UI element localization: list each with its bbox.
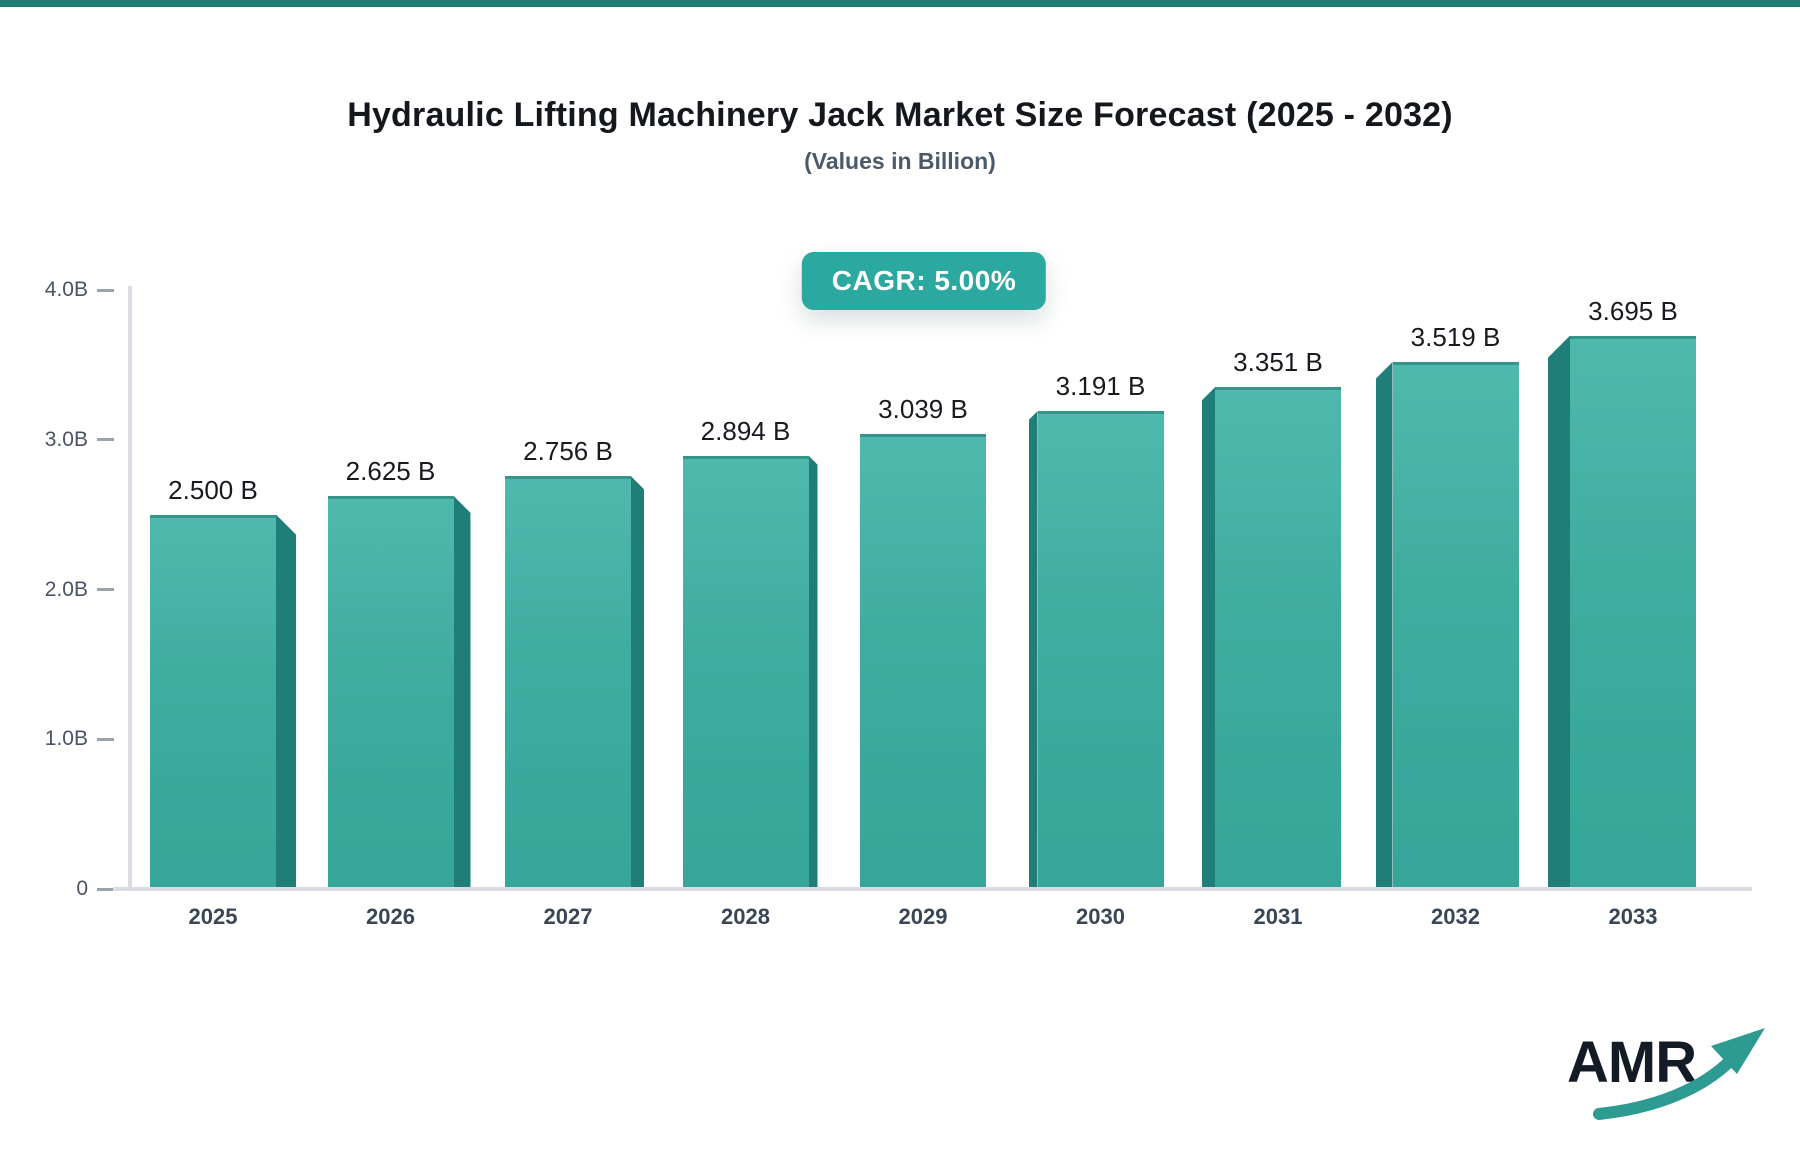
x-tick-label-2026: 2026 — [366, 904, 415, 929]
x-tick-label-2029: 2029 — [898, 904, 948, 929]
y-tick-label: 0 — [76, 877, 88, 900]
x-tick-label-2033: 2033 — [1608, 904, 1658, 929]
bar-side-panel — [631, 476, 644, 889]
y-tick-dash — [97, 438, 114, 442]
bar-side-panel — [276, 514, 296, 889]
chart-title: Hydraulic Lifting Machinery Jack Market … — [347, 96, 1453, 134]
cagr-badge: CAGR: 5.00% — [801, 252, 1047, 310]
chart-subtitle: (Values in Billion) — [804, 148, 996, 174]
bar-side-panel — [1202, 387, 1215, 889]
x-tick-label-2030: 2030 — [1076, 904, 1125, 929]
bar-value-label: 3.191 B — [1055, 371, 1146, 402]
x-tick-label-2025: 2025 — [188, 904, 238, 929]
bar-value-label: 3.519 B — [1410, 322, 1501, 353]
x-tick-label-2028: 2028 — [721, 904, 770, 929]
logo-text: AMR — [1567, 1030, 1696, 1095]
cagr-badge-label: CAGR: 5.00% — [831, 265, 1017, 296]
y-tick-dash — [97, 887, 114, 891]
x-tick-label-2027: 2027 — [543, 904, 593, 929]
y-tick-dash — [97, 588, 114, 591]
bar-value-label: 2.894 B — [700, 415, 791, 446]
y-tick-dash — [97, 288, 114, 292]
x-axis-line — [113, 887, 1752, 891]
y-tick-dash — [97, 737, 114, 741]
bar-2030 — [1037, 411, 1164, 889]
y-tick-label: 2.0B — [44, 577, 88, 601]
amr-logo: AMR — [1567, 1028, 1765, 1120]
x-tick-label-2032: 2032 — [1431, 904, 1480, 929]
y-tick-label: 1.0B — [44, 727, 88, 751]
bar-2026 — [327, 495, 454, 889]
bar-2032 — [1392, 362, 1519, 889]
logo-arrowhead-icon — [1711, 1028, 1765, 1074]
bar-2025 — [150, 514, 276, 889]
bar-side-panel — [1028, 411, 1038, 889]
bar-value-label: 2.756 B — [523, 436, 613, 467]
bar-value-label: 3.695 B — [1588, 295, 1678, 326]
bar-2033 — [1570, 335, 1696, 889]
bar-2031 — [1215, 387, 1341, 889]
y-axis-line — [128, 286, 132, 891]
bar-2028 — [682, 455, 809, 889]
x-tick-label-2031: 2031 — [1253, 904, 1303, 929]
bar-value-label: 3.039 B — [878, 393, 968, 424]
bar-value-label: 2.625 B — [345, 455, 436, 486]
top-accent-strip — [0, 0, 1800, 7]
bar-side-panel — [1375, 362, 1393, 889]
bar-value-label: 3.351 B — [1233, 347, 1323, 378]
bar-2029 — [860, 433, 986, 889]
y-tick-label: 4.0B — [44, 278, 88, 301]
y-tick-label: 3.0B — [44, 427, 88, 451]
bar-side-panel — [1548, 335, 1570, 889]
bar-value-label: 2.500 B — [168, 474, 258, 505]
bar-side-panel — [453, 495, 471, 889]
bar-2027 — [505, 476, 631, 889]
bar-side-panel — [808, 455, 818, 889]
logo-arrow-icon — [1593, 1054, 1737, 1120]
